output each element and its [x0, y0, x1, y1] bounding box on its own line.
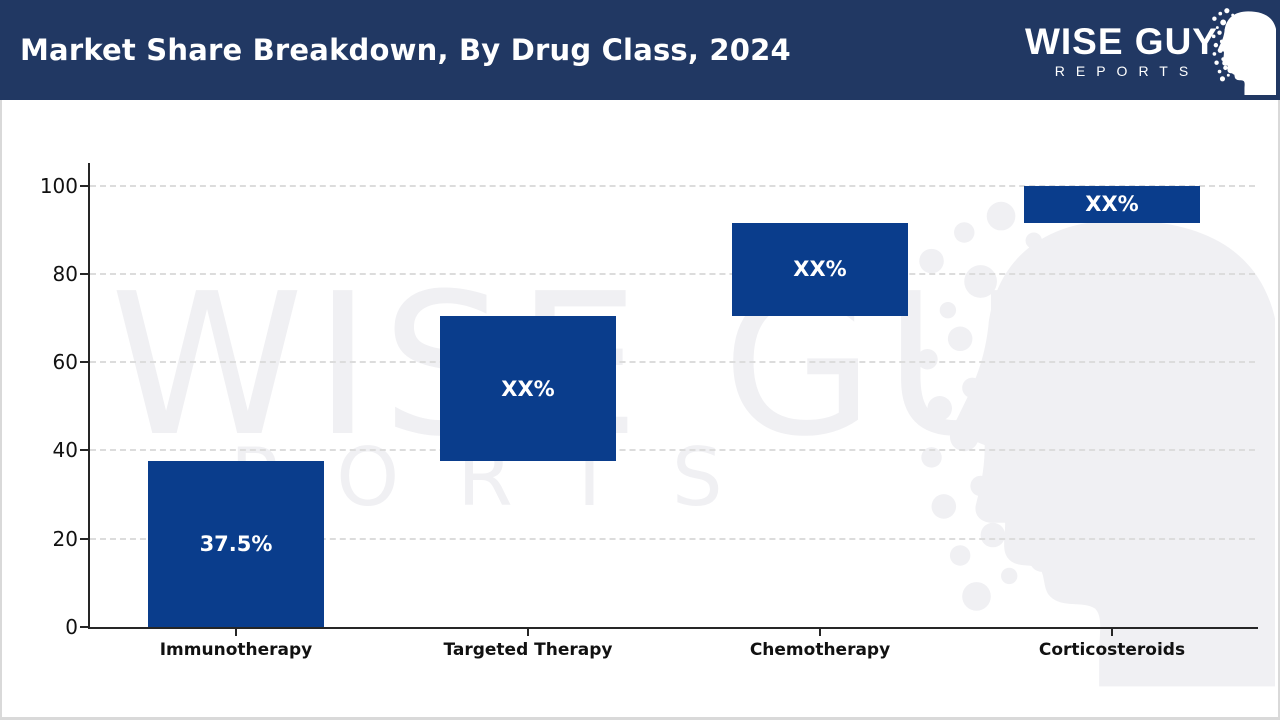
logo-wordmark: WISE GUY REPORTS [1024, 20, 1218, 80]
watermark-head-icon [917, 201, 1275, 687]
y-axis-tick-label: 20 [52, 526, 78, 551]
header: Market Share Breakdown, By Drug Class, 2… [0, 0, 1280, 100]
gridline [90, 272, 1255, 275]
x-axis-tick [819, 629, 821, 636]
y-axis-tick-label: 80 [52, 261, 78, 286]
x-axis-tick [235, 629, 237, 636]
bar-chemotherapy: XX% [732, 223, 908, 316]
y-axis-tick [80, 361, 88, 364]
bar-targeted-therapy: XX% [440, 315, 616, 462]
waterfall-chart: 0 20 40 60 80 100 37.5% Immunotherapy XX% Targete… [2, 100, 1278, 717]
y-axis-tick [80, 449, 88, 452]
logo-wordmark-line1: WISE GUY [1024, 20, 1218, 62]
brand-logo: WISE GUY REPORTS [1025, 6, 1276, 96]
logo-wordmark-line2: REPORTS [1054, 63, 1200, 80]
x-axis-tick [1111, 629, 1113, 636]
y-axis-tick [80, 272, 88, 275]
y-axis-tick [80, 537, 88, 540]
y-axis-tick-label: 40 [52, 438, 78, 463]
y-axis-tick-label: 60 [52, 350, 78, 375]
y-axis-line [88, 163, 90, 629]
bar-value-label: XX% [793, 257, 847, 282]
logo-head-icon [1211, 8, 1276, 95]
x-axis-line [88, 627, 1258, 629]
y-axis-tick [80, 184, 88, 187]
bar-corticosteroids: XX% [1024, 185, 1200, 224]
gridline [90, 537, 1255, 540]
x-axis-tick [527, 629, 529, 636]
bar-value-label: XX% [501, 376, 555, 401]
gridline [90, 449, 1255, 452]
bar-value-label: XX% [1085, 192, 1139, 217]
y-axis-tick-label: 0 [65, 615, 78, 639]
bar-immunotherapy: 37.5% [148, 461, 324, 627]
category-label-immunotherapy: Immunotherapy [159, 640, 313, 660]
y-axis-tick [80, 626, 88, 628]
chart-canvas: WISE GUY PORTS 0 20 40 60 80 100 37.5% [0, 100, 1280, 720]
category-label-chemotherapy: Chemotherapy [749, 640, 891, 660]
gridline [90, 361, 1255, 364]
y-axis-tick-label: 100 [39, 173, 78, 198]
category-label-corticosteroids: Corticosteroids [1038, 640, 1186, 660]
bar-value-label: 37.5% [199, 532, 273, 557]
page-title: Market Share Breakdown, By Drug Class, 2… [20, 33, 791, 67]
category-label-targeted-therapy: Targeted Therapy [443, 640, 613, 660]
gridline [90, 184, 1255, 187]
